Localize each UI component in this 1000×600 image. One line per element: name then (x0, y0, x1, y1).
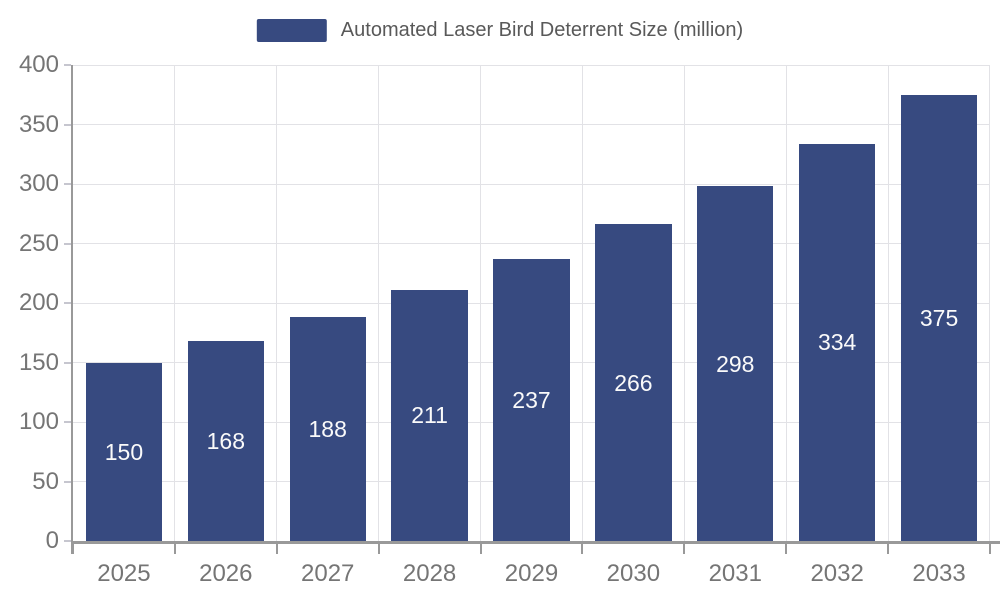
gridline-vertical (480, 65, 482, 541)
bar[interactable] (595, 224, 672, 541)
gridline-vertical (174, 65, 176, 541)
x-axis-tick (479, 544, 482, 554)
gridline-horizontal (73, 183, 990, 185)
bar[interactable] (798, 143, 876, 541)
x-tick-label: 2027 (301, 560, 355, 587)
bar[interactable] (900, 94, 978, 541)
bar[interactable] (187, 341, 265, 541)
y-tick-label: 0 (45, 527, 59, 554)
bar[interactable] (85, 362, 163, 541)
y-tick-label: 350 (18, 110, 59, 138)
y-tick-label: 400 (18, 51, 59, 78)
gridline-vertical (683, 65, 685, 541)
bar-value-label: 334 (817, 329, 857, 356)
y-axis-tick (64, 361, 71, 364)
plot-border-right (989, 65, 990, 541)
y-tick-label: 150 (18, 348, 59, 376)
bar-value-label: 168 (206, 428, 246, 455)
x-tick-label: 2026 (199, 560, 253, 587)
y-tick-label: 200 (18, 289, 59, 316)
y-tick-label: 300 (18, 170, 59, 197)
x-axis-tick (989, 544, 991, 554)
x-tick-label: 2025 (97, 560, 151, 587)
x-axis-tick (683, 544, 686, 554)
y-axis-tick (64, 123, 71, 126)
y-axis-tick (64, 540, 71, 542)
bar[interactable] (493, 258, 570, 541)
bar[interactable] (697, 186, 774, 541)
bar-value-label: 375 (919, 304, 959, 331)
x-tick-label: 2032 (810, 560, 864, 587)
x-tick-label: 2030 (606, 560, 661, 587)
y-axis-tick (64, 64, 71, 66)
x-axis-line (71, 541, 1000, 544)
gridline-vertical (276, 65, 278, 541)
legend-label: Automated Laser Bird Deterrent Size (mil… (340, 19, 744, 41)
bar-value-label: 188 (308, 416, 347, 443)
y-tick-label: 50 (32, 467, 59, 495)
y-axis-tick (64, 242, 71, 245)
x-tick-label: 2028 (402, 560, 457, 587)
x-axis-tick (173, 544, 176, 554)
gridline-horizontal (73, 243, 990, 244)
gridline-horizontal (73, 64, 990, 66)
x-axis-tick (72, 544, 74, 554)
bar[interactable] (289, 317, 366, 541)
y-axis-tick (64, 183, 71, 185)
x-axis-tick (275, 544, 278, 554)
gridline-vertical (785, 65, 787, 541)
x-axis-tick (377, 544, 380, 554)
x-axis-tick (581, 544, 584, 554)
gridline-vertical (581, 65, 583, 541)
x-tick-label: 2031 (708, 560, 762, 587)
x-axis-tick (887, 544, 890, 554)
x-axis-tick (785, 544, 788, 554)
y-tick-label: 250 (18, 229, 59, 257)
x-tick-label: 2029 (504, 560, 559, 587)
bar-value-label: 211 (411, 402, 448, 429)
y-axis-line (71, 65, 73, 554)
gridline-vertical (378, 65, 380, 541)
gridline-horizontal (73, 124, 990, 125)
legend[interactable]: Automated Laser Bird Deterrent Size (mil… (256, 17, 744, 43)
legend-swatch (256, 18, 327, 42)
y-axis-tick (64, 480, 71, 483)
plot-area: 0 50 100 150 200 250 300 350 400 2025 2026 2027 2028… (19, 52, 1000, 587)
gridline-vertical (887, 65, 889, 541)
bar-value-label: 298 (716, 350, 755, 377)
y-tick-label: 100 (18, 408, 59, 435)
y-axis-tick (64, 421, 71, 423)
x-tick-label: 2033 (912, 560, 966, 587)
y-axis-tick (64, 302, 71, 304)
bar-value-label: 266 (614, 369, 653, 396)
bar[interactable] (391, 289, 468, 541)
bar-value-label: 150 (104, 438, 144, 465)
bar-value-label: 237 (512, 386, 551, 413)
